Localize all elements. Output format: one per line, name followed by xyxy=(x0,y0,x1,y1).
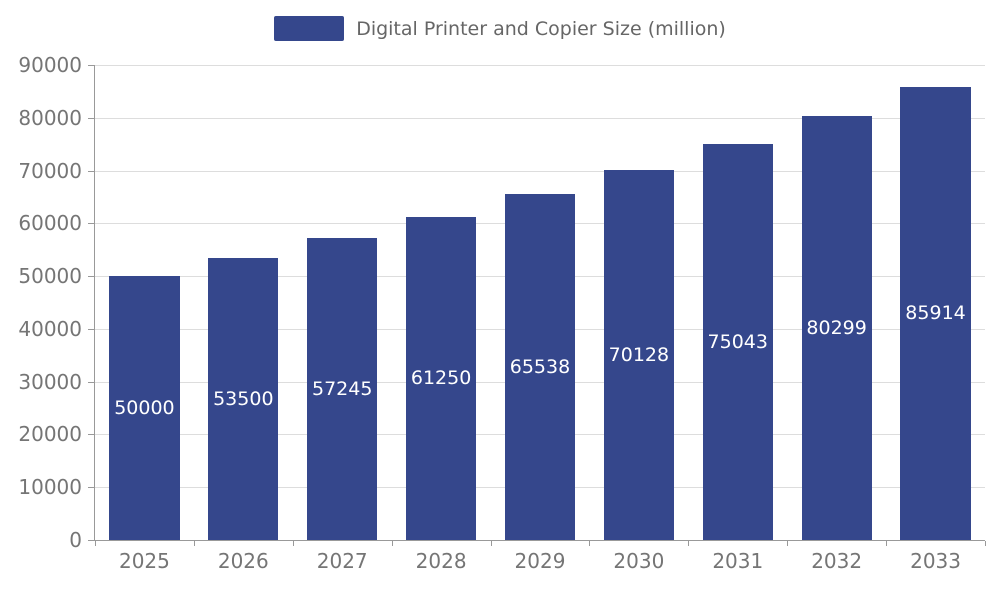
y-tick-mark xyxy=(88,65,94,66)
x-tick-mark xyxy=(391,541,393,546)
y-tick-label: 80000 xyxy=(18,105,82,130)
y-tick-mark xyxy=(88,170,94,172)
x-tick-mark xyxy=(589,541,591,546)
x-tick-mark xyxy=(688,541,690,546)
y-tick-mark xyxy=(88,117,94,119)
x-tick-mark xyxy=(985,541,986,546)
x-tick-mark xyxy=(95,541,96,546)
bar-2031: 75043 xyxy=(702,143,773,540)
x-axis-line xyxy=(94,540,985,541)
bar-value-label: 70128 xyxy=(608,343,670,366)
x-tick-mark xyxy=(490,541,492,546)
y-tick-mark xyxy=(88,223,94,225)
y-tick-mark xyxy=(88,540,94,541)
y-axis-line xyxy=(94,65,95,540)
x-tick-mark xyxy=(193,541,195,546)
y-tick-label: 0 xyxy=(69,528,82,552)
bar-2028: 61250 xyxy=(406,216,477,540)
x-tick-mark xyxy=(886,541,888,546)
bar-2027: 57245 xyxy=(307,237,378,540)
bar-value-label: 57245 xyxy=(311,377,373,400)
gridline xyxy=(95,65,985,66)
gridline xyxy=(95,117,985,119)
y-tick-label: 20000 xyxy=(18,422,82,447)
gridline xyxy=(95,170,985,172)
y-tick-mark xyxy=(88,381,94,383)
x-tick-label: 2025 xyxy=(118,549,170,573)
bar-value-label: 53500 xyxy=(213,387,274,410)
bar-value-label: 75043 xyxy=(707,330,768,353)
x-tick-label: 2032 xyxy=(811,549,863,573)
y-tick-label: 10000 xyxy=(18,475,82,500)
x-tick-label: 2027 xyxy=(316,549,368,573)
y-tick-label: 50000 xyxy=(18,264,82,289)
bar-value-label: 65538 xyxy=(509,356,571,379)
x-tick-label: 2026 xyxy=(217,549,269,573)
y-tick-label: 40000 xyxy=(18,316,82,341)
bar-value-label: 80299 xyxy=(806,317,867,340)
x-tick-mark xyxy=(292,541,294,546)
chart-legend[interactable]: Digital Printer and Copier Size (million… xyxy=(0,16,1000,41)
bar-value-label: 50000 xyxy=(114,397,175,420)
bar-2033: 85914 xyxy=(900,86,971,540)
legend-label: Digital Printer and Copier Size (million… xyxy=(356,17,726,40)
bar-value-label: 61250 xyxy=(410,367,472,390)
plot-area: 50000 53500 57245 61250 65538 70128 75043 80299… xyxy=(94,65,985,541)
x-tick-label: 2028 xyxy=(415,549,467,573)
bar-2032: 80299 xyxy=(801,116,872,540)
y-tick-label: 30000 xyxy=(18,369,82,394)
x-tick-label: 2029 xyxy=(514,549,566,573)
bar-2026: 53500 xyxy=(208,257,279,540)
y-tick-mark xyxy=(88,328,94,330)
x-tick-mark xyxy=(787,541,789,546)
bar-2025: 50000 xyxy=(109,276,180,540)
y-tick-mark xyxy=(88,487,94,489)
y-tick-label: 70000 xyxy=(18,158,82,183)
y-tick-label: 60000 xyxy=(18,211,82,236)
x-tick-label: 2031 xyxy=(712,549,764,573)
x-tick-label: 2033 xyxy=(910,549,961,573)
bar-value-label: 85914 xyxy=(905,302,966,325)
y-tick-mark xyxy=(88,434,94,436)
legend-swatch xyxy=(274,16,345,41)
x-tick-label: 2030 xyxy=(613,549,665,573)
y-tick-label: 90000 xyxy=(18,53,82,77)
bar-2030: 70128 xyxy=(603,169,674,540)
y-tick-mark xyxy=(88,276,94,278)
bar-2029: 65538 xyxy=(504,194,576,540)
